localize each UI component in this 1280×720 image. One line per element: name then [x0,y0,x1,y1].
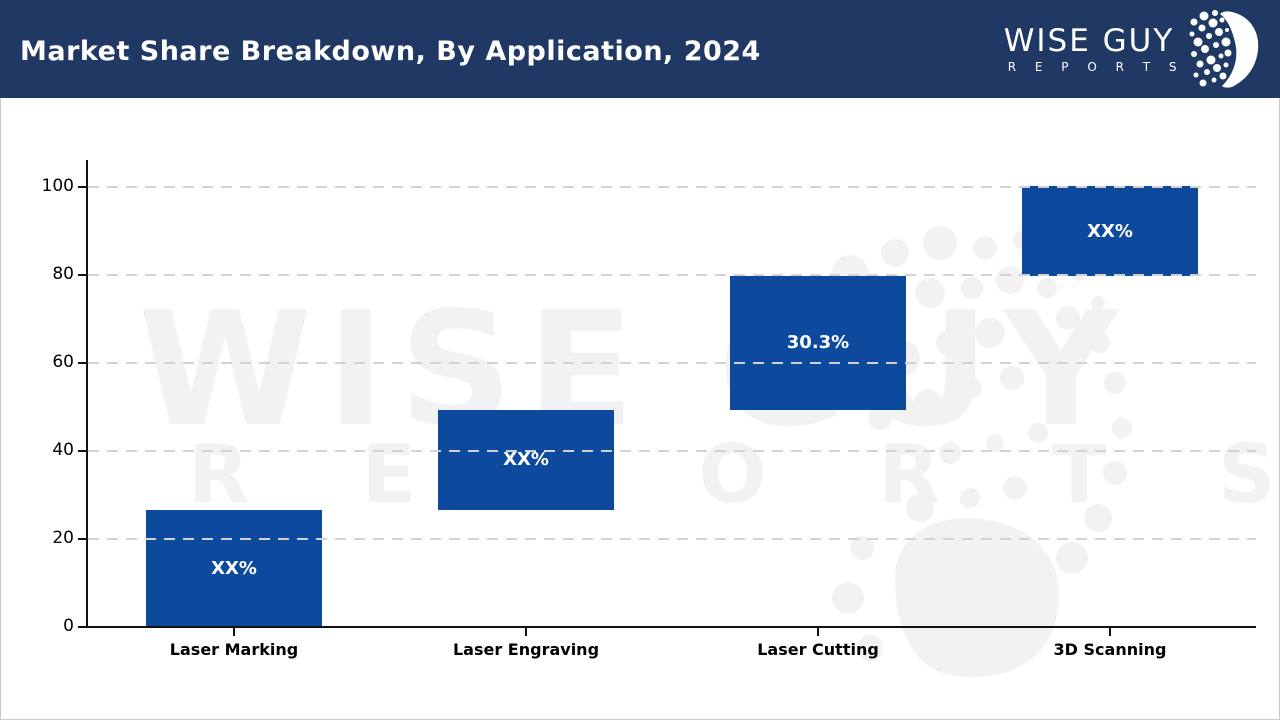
y-tick-label-80: 80 [52,264,74,284]
y-tick-label-40: 40 [52,440,74,460]
gridline-20 [88,538,1256,540]
chart-title: Market Share Breakdown, By Application, … [20,36,761,67]
x-category-label-3d-scanning: 3D Scanning [1053,640,1167,659]
logo-text: WISE GUY R E P O R T S [1004,24,1184,74]
gridline-80 [88,274,1256,276]
y-tick-label-100: 100 [41,176,74,196]
x-category-label-laser-engraving: Laser Engraving [452,640,600,659]
y-tick-label-20: 20 [52,528,74,548]
x-tick-mark-laser-cutting [817,628,819,636]
gridline-40 [88,450,1256,452]
y-axis-line [86,160,88,628]
bar-3d-scanning: XX% [1022,186,1198,277]
y-tick-mark-80 [78,274,86,276]
gridline-60 [88,362,1256,364]
y-tick-mark-60 [78,362,86,364]
bar-laser-marking: XX% [146,510,322,626]
x-category-label-laser-cutting: Laser Cutting [757,640,879,659]
y-tick-mark-40 [78,450,86,452]
bar-value-label-laser-marking: XX% [211,557,257,579]
y-tick-label-60: 60 [52,352,74,372]
bar-value-label-laser-cutting: 30.3% [786,332,850,354]
y-tick-label-0: 0 [63,616,74,636]
y-tick-mark-100 [78,186,86,188]
gridline-100 [88,186,1256,188]
x-tick-mark-laser-marking [233,628,235,636]
y-tick-mark-0 [78,626,86,628]
logo-head-icon [1189,10,1259,88]
bar-laser-engraving: XX% [438,409,614,511]
bar-value-label-laser-engraving: XX% [503,449,549,471]
x-tick-mark-3d-scanning [1109,628,1111,636]
chart-area: WISE GUY R E P O R T S XX% XX% 30.3% X [0,98,1280,720]
bar-laser-cutting: 30.3% [730,276,906,410]
watermark-wordmark: WISE GUY [138,278,1133,462]
logo-subtext: R E P O R T S [1007,60,1184,74]
logo-wordmark: WISE GUY [1003,23,1175,59]
bar-value-label-3d-scanning: XX% [1087,220,1133,242]
x-tick-mark-laser-engraving [525,628,527,636]
x-category-label-laser-marking: Laser Marking [169,640,299,659]
header-bar: Market Share Breakdown, By Application, … [0,0,1280,98]
y-tick-mark-20 [78,538,86,540]
wise-guy-logo: WISE GUY R E P O R T S [1004,8,1264,90]
x-axis-line [86,626,1256,628]
